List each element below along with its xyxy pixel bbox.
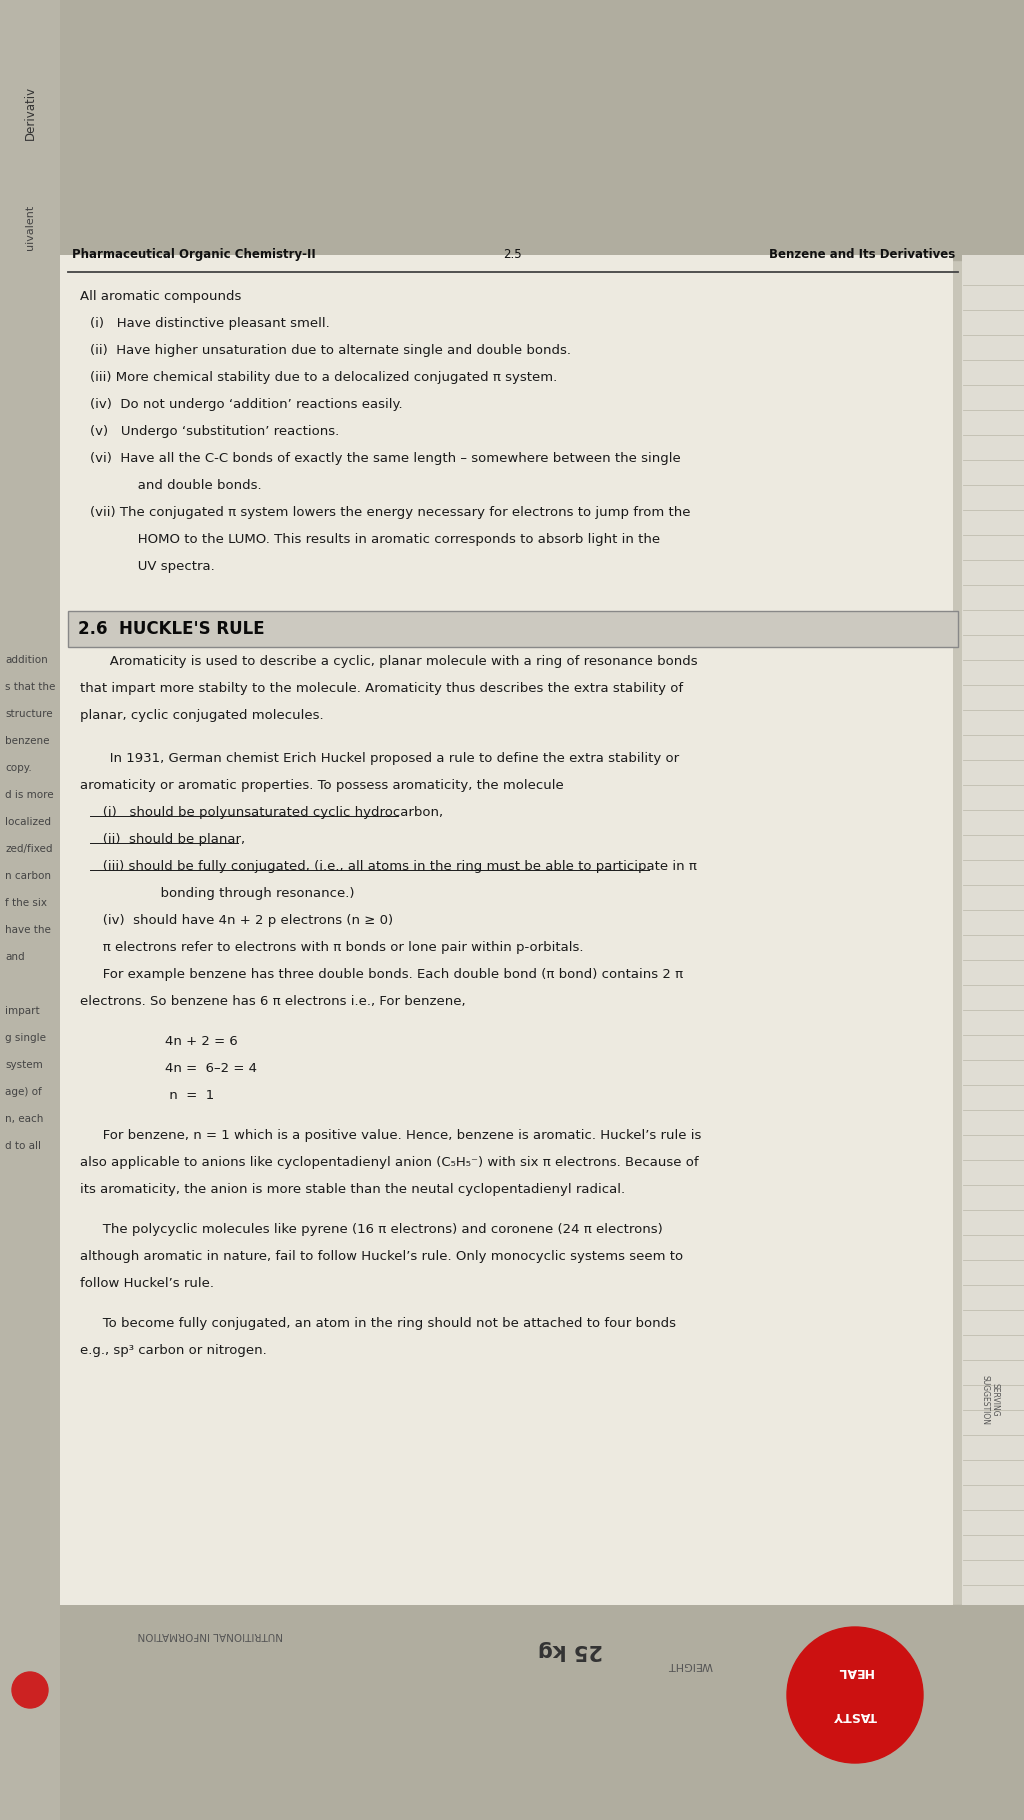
Text: (iii) should be fully conjugated, (i.e., all atoms in the ring must be able to p: (iii) should be fully conjugated, (i.e.,…: [90, 861, 697, 874]
Text: e.g., sp³ carbon or nitrogen.: e.g., sp³ carbon or nitrogen.: [80, 1343, 266, 1358]
Text: have the: have the: [5, 925, 51, 935]
Text: n, each: n, each: [5, 1114, 43, 1125]
Text: n  =  1: n = 1: [80, 1088, 214, 1101]
Text: WEIGHT: WEIGHT: [668, 1660, 713, 1671]
Text: uivalent: uivalent: [25, 206, 35, 249]
Text: (v)   Undergo ‘substitution’ reactions.: (v) Undergo ‘substitution’ reactions.: [90, 426, 339, 439]
Text: s that the: s that the: [5, 682, 55, 692]
FancyBboxPatch shape: [962, 255, 1024, 1605]
Text: also applicable to anions like cyclopentadienyl anion (C₅H₅⁻) with six π electro: also applicable to anions like cyclopent…: [80, 1156, 698, 1168]
Text: The polycyclic molecules like pyrene (16 π electrons) and coronene (24 π electro: The polycyclic molecules like pyrene (16…: [90, 1223, 663, 1236]
Circle shape: [787, 1627, 923, 1764]
Text: bonding through resonance.): bonding through resonance.): [118, 886, 354, 901]
Text: impart: impart: [5, 1006, 40, 1016]
Text: SERVING
SUGGESTION: SERVING SUGGESTION: [980, 1374, 999, 1425]
Text: Benzene and Its Derivatives: Benzene and Its Derivatives: [769, 248, 955, 260]
Text: NUTRITIONAL INFORMATION: NUTRITIONAL INFORMATION: [137, 1631, 283, 1640]
Text: π electrons refer to electrons with π bonds or lone pair within p-orbitals.: π electrons refer to electrons with π bo…: [90, 941, 584, 954]
Text: (iv)  Do not undergo ‘addition’ reactions easily.: (iv) Do not undergo ‘addition’ reactions…: [90, 399, 402, 411]
FancyBboxPatch shape: [68, 612, 958, 646]
Text: system: system: [5, 1059, 43, 1070]
Text: and: and: [5, 952, 25, 963]
Text: benzene: benzene: [5, 735, 49, 746]
Text: addition: addition: [5, 655, 48, 664]
Text: f the six: f the six: [5, 897, 47, 908]
Text: (ii)  Have higher unsaturation due to alternate single and double bonds.: (ii) Have higher unsaturation due to alt…: [90, 344, 571, 357]
Text: (i)   should be polyunsaturated cyclic hydrocarbon,: (i) should be polyunsaturated cyclic hyd…: [90, 806, 443, 819]
Text: (ii)  should be planar,: (ii) should be planar,: [90, 834, 245, 846]
Text: 4n + 2 = 6: 4n + 2 = 6: [80, 1036, 238, 1048]
Text: d to all: d to all: [5, 1141, 41, 1150]
Text: (vi)  Have all the C-C bonds of exactly the same length – somewhere between the : (vi) Have all the C-C bonds of exactly t…: [90, 451, 681, 464]
Text: n carbon: n carbon: [5, 872, 51, 881]
Text: TASTY: TASTY: [834, 1709, 877, 1722]
Text: All aromatic compounds: All aromatic compounds: [80, 289, 242, 302]
Text: To become fully conjugated, an atom in the ring should not be attached to four b: To become fully conjugated, an atom in t…: [90, 1318, 676, 1330]
Text: copy.: copy.: [5, 763, 32, 773]
Text: that impart more stabilty to the molecule. Aromaticity thus describes the extra : that impart more stabilty to the molecul…: [80, 682, 683, 695]
Text: aromaticity or aromatic properties. To possess aromaticity, the molecule: aromaticity or aromatic properties. To p…: [80, 779, 564, 792]
FancyBboxPatch shape: [58, 255, 953, 1605]
Text: age) of: age) of: [5, 1087, 42, 1097]
Text: Derivativ: Derivativ: [24, 86, 37, 140]
Text: structure: structure: [5, 710, 52, 719]
Text: For benzene, n = 1 which is a positive value. Hence, benzene is aromatic. Huckel: For benzene, n = 1 which is a positive v…: [90, 1128, 701, 1141]
Text: follow Huckel’s rule.: follow Huckel’s rule.: [80, 1278, 214, 1290]
Text: its aromaticity, the anion is more stable than the neutal cyclopentadienyl radic: its aromaticity, the anion is more stabl…: [80, 1183, 625, 1196]
Text: 4n =  6–2 = 4: 4n = 6–2 = 4: [80, 1063, 257, 1076]
Text: For example benzene has three double bonds. Each double bond (π bond) contains 2: For example benzene has three double bon…: [90, 968, 683, 981]
Text: localized: localized: [5, 817, 51, 826]
Text: In 1931, German chemist Erich Huckel proposed a rule to define the extra stabili: In 1931, German chemist Erich Huckel pro…: [80, 752, 679, 764]
Text: (iii) More chemical stability due to a delocalized conjugated π system.: (iii) More chemical stability due to a d…: [90, 371, 557, 384]
Text: g single: g single: [5, 1034, 46, 1043]
FancyBboxPatch shape: [0, 0, 60, 1820]
Text: (iv)  should have 4n + 2 p electrons (n ≥ 0): (iv) should have 4n + 2 p electrons (n ≥…: [90, 914, 393, 926]
Text: (vii) The conjugated π system lowers the energy necessary for electrons to jump : (vii) The conjugated π system lowers the…: [90, 506, 690, 519]
Text: although aromatic in nature, fail to follow Huckel’s rule. Only monocyclic syste: although aromatic in nature, fail to fol…: [80, 1250, 683, 1263]
Text: Aromaticity is used to describe a cyclic, planar molecule with a ring of resonan: Aromaticity is used to describe a cyclic…: [80, 655, 697, 668]
Text: 25 kg: 25 kg: [538, 1640, 602, 1660]
Circle shape: [12, 1673, 48, 1707]
Text: electrons. So benzene has 6 π electrons i.e., For benzene,: electrons. So benzene has 6 π electrons …: [80, 996, 466, 1008]
Text: UV spectra.: UV spectra.: [108, 561, 215, 573]
Text: 2.6  HUCKLE'S RULE: 2.6 HUCKLE'S RULE: [78, 621, 264, 639]
Text: zed/fixed: zed/fixed: [5, 844, 52, 854]
Text: HOMO to the LUMO. This results in aromatic corresponds to absorb light in the: HOMO to the LUMO. This results in aromat…: [108, 533, 660, 546]
Text: 2.5: 2.5: [503, 248, 521, 260]
Text: Pharmaceutical Organic Chemistry-II: Pharmaceutical Organic Chemistry-II: [72, 248, 315, 260]
Text: (i)   Have distinctive pleasant smell.: (i) Have distinctive pleasant smell.: [90, 317, 330, 329]
Text: planar, cyclic conjugated molecules.: planar, cyclic conjugated molecules.: [80, 710, 324, 723]
Text: HEAL: HEAL: [837, 1665, 873, 1678]
Text: d is more: d is more: [5, 790, 53, 801]
Text: and double bonds.: and double bonds.: [108, 479, 261, 491]
